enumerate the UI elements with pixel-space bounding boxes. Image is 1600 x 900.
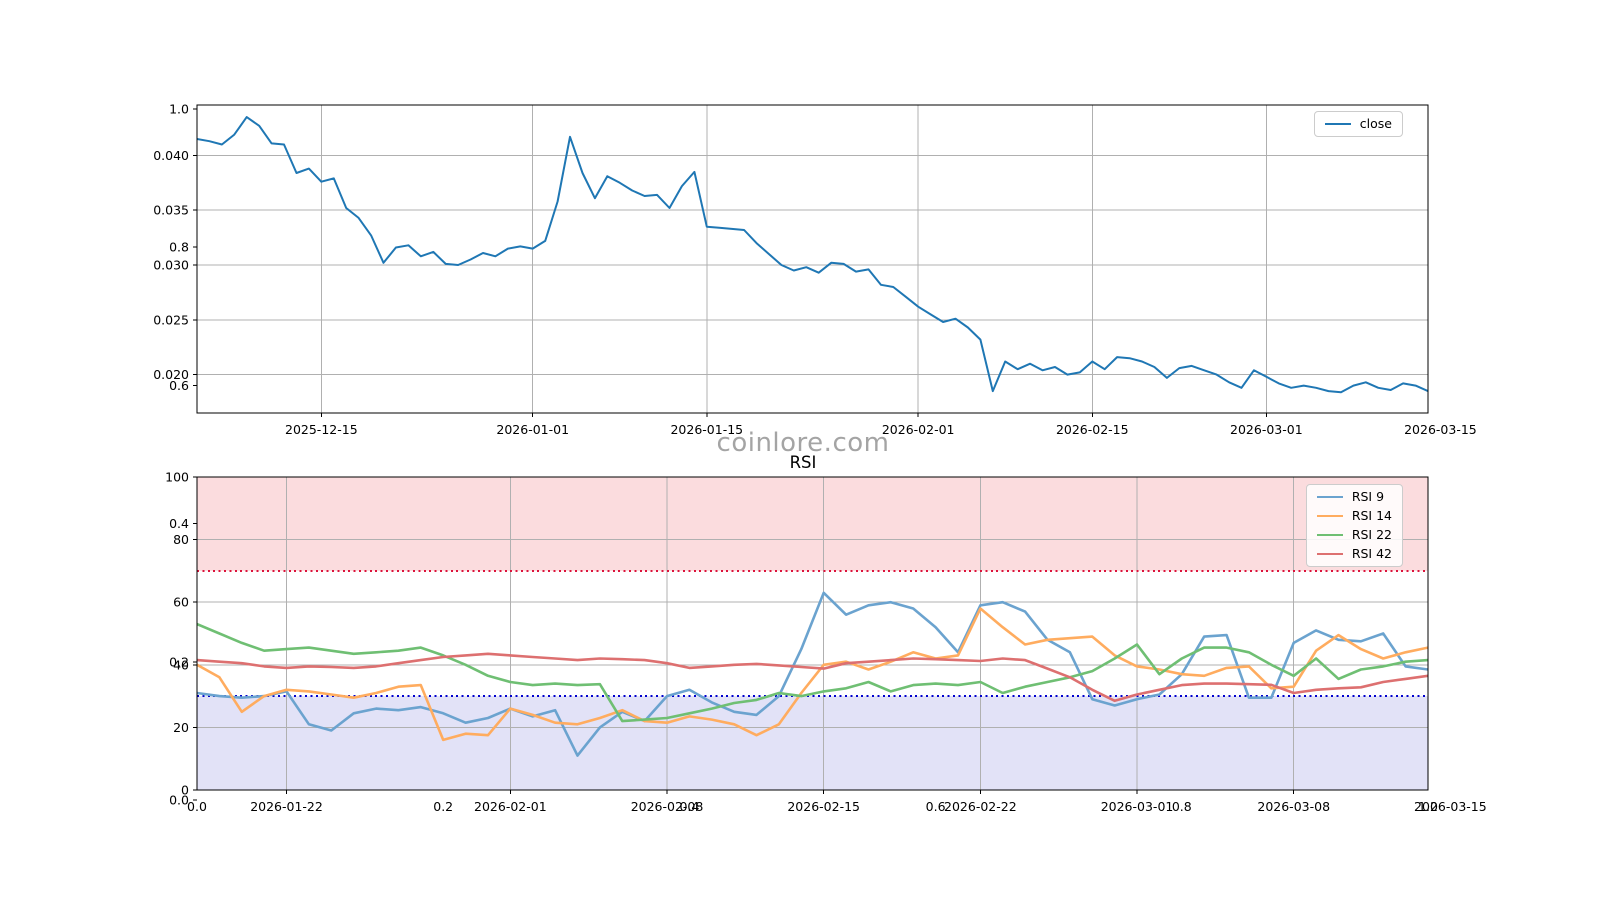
x-tick-label: 2026-02-15 (1056, 422, 1129, 437)
x-tick-label: 2026-02-01 (882, 422, 955, 437)
x-tick-label: 2026-03-01 (1101, 799, 1174, 814)
series-line-rsi-14 (197, 607, 1428, 742)
overlay-x-tick-label: 0.2 (433, 799, 453, 814)
y-tick-label: 0 (181, 783, 189, 798)
overlay-x-tick-label: 0.0 (187, 799, 207, 814)
y-tick-label: 80 (173, 532, 189, 547)
rsi-chart-title: RSI (789, 453, 817, 472)
oversold-band (197, 696, 1428, 790)
legend-rsi: RSI 9 RSI 14 RSI 22 RSI 42 (1305, 484, 1403, 567)
rsi14-line-swatch (1316, 515, 1343, 517)
y-tick-label: 0.040 (153, 148, 189, 163)
legend-label-rsi9: RSI 9 (1351, 489, 1385, 504)
legend-label-rsi14: RSI 14 (1351, 508, 1392, 523)
legend-item-rsi42: RSI 42 (1316, 546, 1392, 561)
legend-label-close: close (1359, 116, 1392, 131)
x-tick-label: 2026-03-15 (1404, 422, 1477, 437)
y-tick-label: 0.035 (153, 203, 189, 218)
x-tick-label: 2026-02-08 (631, 799, 704, 814)
overlay-x-tick-label: 1.0 (1418, 799, 1438, 814)
close-line-swatch (1324, 123, 1351, 125)
overlay-y-tick-label: 0.0 (169, 793, 189, 808)
rsi42-line-swatch (1316, 553, 1343, 555)
y-tick-label: 20 (173, 720, 189, 735)
x-tick-label: 2026-03-08 (1257, 799, 1330, 814)
legend-label-rsi42: RSI 42 (1351, 546, 1392, 561)
overbought-band (197, 477, 1428, 571)
x-tick-label: 2026-02-01 (474, 799, 547, 814)
y-tick-label: 0.025 (153, 312, 189, 327)
x-tick-label: 2026-03-01 (1230, 422, 1303, 437)
plot-border (196, 104, 1429, 414)
y-tick-label: 40 (173, 657, 189, 672)
legend-item-rsi9: RSI 9 (1316, 489, 1392, 504)
series-line-rsi-9 (197, 591, 1428, 757)
rsi9-line-swatch (1316, 496, 1343, 498)
x-tick-label: 2026-01-15 (670, 422, 743, 437)
x-tick-label: 2026-01-01 (496, 422, 569, 437)
legend-item-close: close (1324, 116, 1392, 131)
x-tick-label: 2026-01-22 (250, 799, 323, 814)
overlay-y-tick-label: 0.6 (169, 378, 189, 393)
series-line-rsi-42 (197, 652, 1428, 703)
legend-close: close (1313, 111, 1403, 137)
legend-item-rsi14: RSI 14 (1316, 508, 1392, 523)
x-tick-label: 2026-02-22 (944, 799, 1017, 814)
overlay-y-tick-label: 0.4 (169, 516, 189, 531)
watermark: coinlore.com (716, 428, 890, 458)
series-line-rsi-22 (197, 622, 1428, 723)
overlay-y-tick-label: 1.0 (169, 102, 189, 117)
y-tick-label: 0.020 (153, 367, 189, 382)
series-line-close (197, 116, 1428, 394)
overlay-y-tick-label: 0.2 (169, 654, 189, 669)
y-tick-label: 0.030 (153, 258, 189, 273)
y-tick-label: 100 (165, 470, 189, 485)
x-tick-label: 2026-03-15 (1414, 799, 1487, 814)
plot-border (196, 476, 1429, 791)
x-tick-label: 2025-12-15 (285, 422, 358, 437)
overlay-x-tick-label: 0.6 (926, 799, 946, 814)
y-tick-label: 60 (173, 595, 189, 610)
legend-label-rsi22: RSI 22 (1351, 527, 1392, 542)
overlay-x-tick-label: 0.4 (679, 799, 699, 814)
overlay-y-tick-label: 0.8 (169, 240, 189, 255)
legend-item-rsi22: RSI 22 (1316, 527, 1392, 542)
rsi22-line-swatch (1316, 534, 1343, 536)
overlay-x-tick-label: 0.8 (1172, 799, 1192, 814)
x-tick-label: 2026-02-15 (787, 799, 860, 814)
